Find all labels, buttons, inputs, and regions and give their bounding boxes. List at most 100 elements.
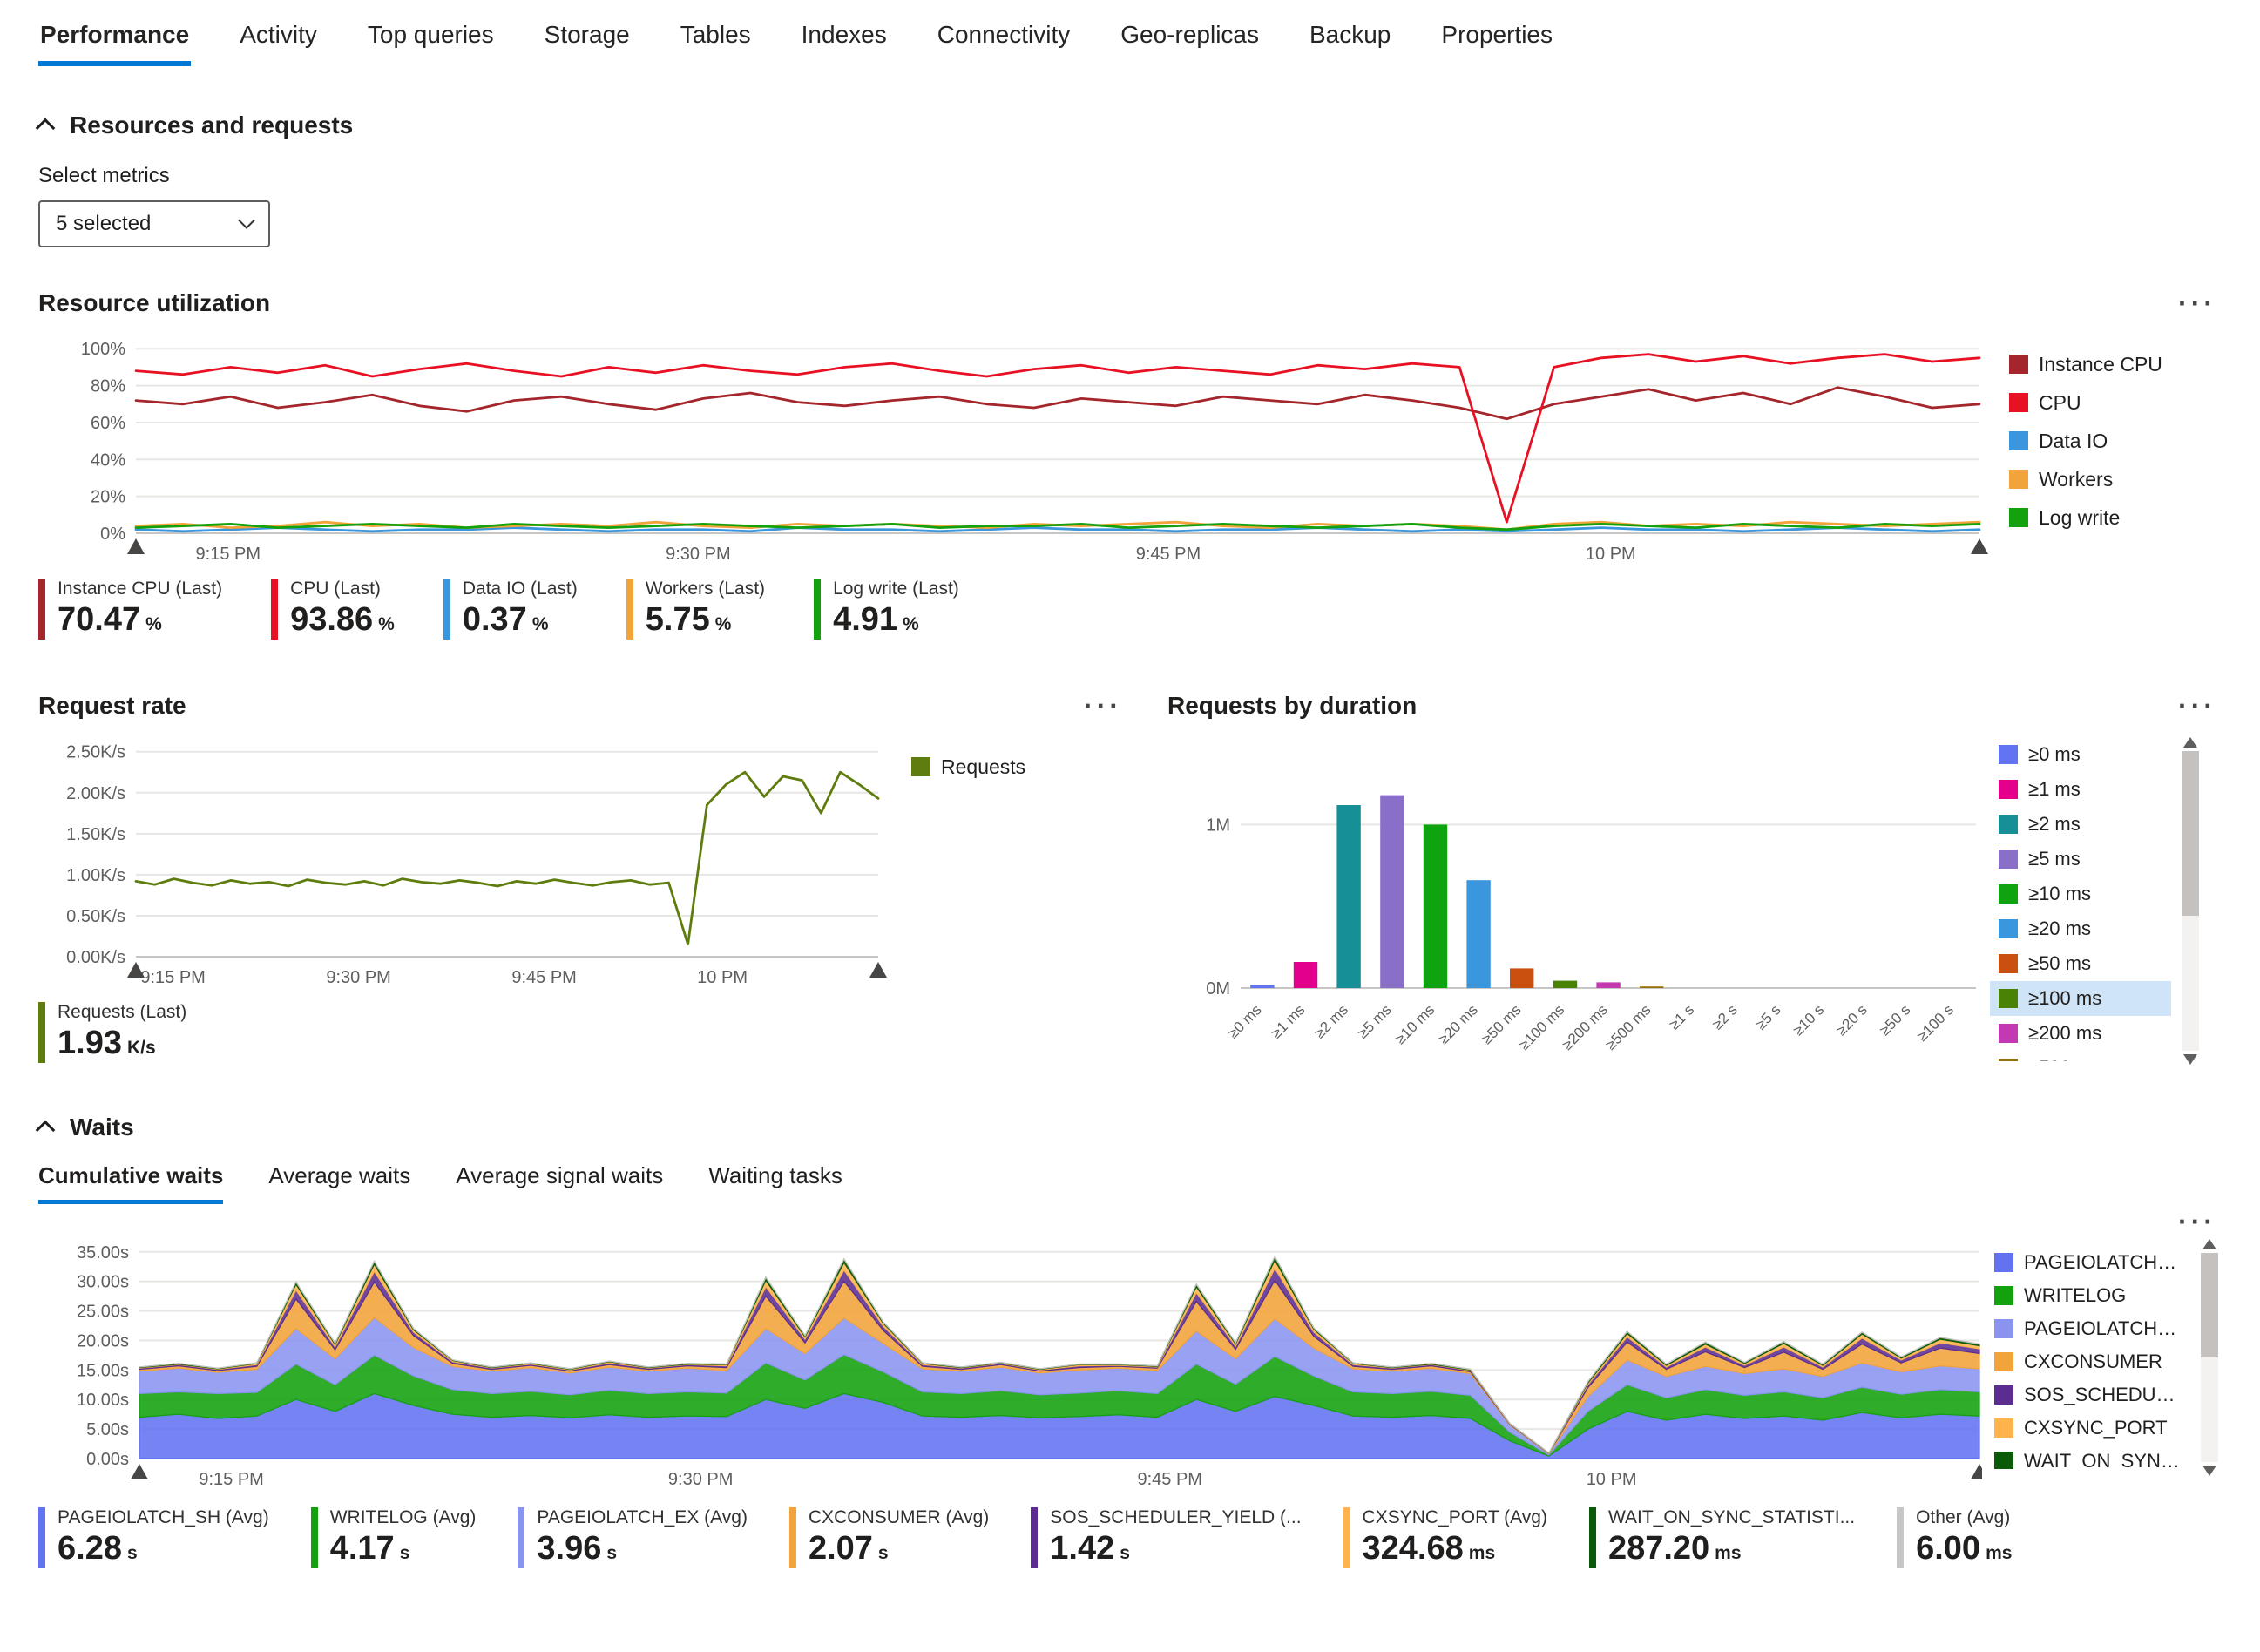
svg-text:≥200 ms: ≥200 ms (1559, 1001, 1610, 1053)
scroll-down-icon[interactable] (2183, 1054, 2197, 1065)
tab-geo-replicas[interactable]: Geo-replicas (1120, 21, 1259, 48)
more-menu-icon[interactable]: ··· (1084, 690, 1122, 721)
tab-tables[interactable]: Tables (680, 21, 751, 48)
legend-label: Requests (941, 755, 1026, 778)
svg-text:1.50K/s: 1.50K/s (66, 825, 125, 844)
legend-item-pageiolatch-sh[interactable]: PAGEIOLATCH_SH (1986, 1246, 2190, 1279)
legend-swatch-icon (1999, 989, 2018, 1008)
waits-legend-scrollbar[interactable] (2197, 1236, 2222, 1479)
metric-card-cxconsumer-avg: CXCONSUMER (Avg) 2.07 s (788, 1507, 989, 1568)
legend-item-workers[interactable]: Workers (2000, 460, 2171, 498)
scroll-down-icon[interactable] (2202, 1466, 2216, 1476)
scroll-up-icon[interactable] (2183, 737, 2197, 748)
scroll-up-icon[interactable] (2202, 1239, 2216, 1249)
legend-item-20-ms[interactable]: ≥20 ms (1990, 911, 2171, 946)
legend-label: PAGEIOLATCH_SH (2023, 1251, 2182, 1273)
legend-item-50-ms[interactable]: ≥50 ms (1990, 946, 2171, 981)
legend-item-10-ms[interactable]: ≥10 ms (1990, 877, 2171, 911)
tab-backup[interactable]: Backup (1309, 21, 1391, 48)
legend-label: CPU (2039, 390, 2081, 414)
legend-item-200-ms[interactable]: ≥200 ms (1990, 1016, 2171, 1051)
legend-item-cxsync-port[interactable]: CXSYNC_PORT (1986, 1412, 2190, 1445)
legend-item-writelog[interactable]: WRITELOG (1986, 1279, 2190, 1312)
legend-item-100-ms[interactable]: ≥100 ms (1990, 981, 2171, 1016)
legend-swatch-icon (1999, 815, 2018, 834)
legend-item-data-io[interactable]: Data IO (2000, 422, 2171, 460)
metrics-dropdown[interactable]: 5 selected (38, 200, 270, 247)
legend-label: Workers (2039, 467, 2114, 491)
legend-item-log-write[interactable]: Log write (2000, 498, 2171, 537)
legend-item-cpu[interactable]: CPU (2000, 383, 2171, 422)
legend-label: ≥500 ms (2028, 1057, 2101, 1061)
scrollbar-thumb[interactable] (2182, 751, 2199, 917)
tab-top-queries[interactable]: Top queries (367, 21, 494, 48)
legend-item-1-ms[interactable]: ≥1 ms (1990, 772, 2171, 807)
requests-by-duration-chart[interactable]: 1M 0M≥0 ms ≥1 ms ≥2 ms ≥5 ms≥10 ms≥20 ms ≥50 … (1167, 734, 1986, 1068)
tab-indexes[interactable]: Indexes (801, 21, 887, 48)
metric-label: WRITELOG (Avg) (329, 1507, 477, 1527)
metric-value: 6.00 (1916, 1530, 1981, 1567)
legend-item-2-ms[interactable]: ≥2 ms (1990, 807, 2171, 842)
svg-text:15.00s: 15.00s (77, 1361, 129, 1380)
waits-tab-bar: Cumulative waits Average waits Average sig… (38, 1162, 2260, 1204)
metric-card-pageiolatch-ex-avg: PAGEIOLATCH_EX (Avg) 3.96 s (518, 1507, 748, 1568)
scrollbar-track[interactable] (2182, 751, 2199, 1051)
legend-item-pageiolatch-ex[interactable]: PAGEIOLATCH_EX (1986, 1312, 2190, 1345)
legend-item-instance-cpu[interactable]: Instance CPU (2000, 345, 2171, 383)
metric-value: 2.07 (808, 1530, 873, 1567)
tab-average-waits[interactable]: Average waits (268, 1162, 411, 1188)
svg-text:≥2 ms: ≥2 ms (1311, 1001, 1351, 1041)
resources-section-header[interactable]: Resources and requests (35, 112, 2260, 139)
metric-card-writelog-avg: WRITELOG (Avg) 4.17 s (310, 1507, 477, 1568)
more-menu-icon[interactable]: ··· (2178, 690, 2216, 721)
metric-value: 324.68 (1362, 1530, 1464, 1567)
request-rate-chart[interactable]: 2.50K/s 2.00K/s 1.50K/s 1.00K/s 0.50K/s 0.00K… (38, 734, 892, 999)
request-rate-legend: Requests (903, 734, 1034, 999)
svg-text:≥10 ms: ≥10 ms (1391, 1001, 1438, 1047)
legend-item-500-ms[interactable]: ≥500 ms (1990, 1051, 2171, 1061)
metric-card-wait-on-sync-statisti: WAIT_ON_SYNC_STATISTI... 287.20 ms (1588, 1507, 1856, 1568)
legend-swatch-icon (1993, 1286, 2013, 1305)
svg-text:≥20 ms: ≥20 ms (1435, 1001, 1481, 1047)
metric-card-instance-cpu-last: Instance CPU (Last) 70.47% (38, 579, 222, 640)
tab-performance[interactable]: Performance (38, 14, 192, 66)
legend-label: WAIT_ON_SYNC... (2023, 1450, 2182, 1469)
legend-item-sos-scheduler[interactable]: SOS_SCHEDULER... (1986, 1378, 2190, 1412)
legend-item-requests[interactable]: Requests (903, 748, 1034, 786)
tab-properties[interactable]: Properties (1441, 21, 1553, 48)
tab-storage[interactable]: Storage (544, 21, 630, 48)
legend-item-cxconsumer[interactable]: CXCONSUMER (1986, 1345, 2190, 1378)
scrollbar-thumb[interactable] (2201, 1253, 2218, 1357)
svg-text:1M: 1M (1206, 816, 1230, 835)
svg-text:≥100 s: ≥100 s (1914, 1001, 1957, 1044)
svg-text:2.50K/s: 2.50K/s (66, 743, 125, 762)
legend-label: ≥100 ms (2028, 987, 2102, 1009)
legend-item-wait-on-sync[interactable]: WAIT_ON_SYNC... (1986, 1445, 2190, 1469)
tab-average-signal-waits[interactable]: Average signal waits (456, 1162, 664, 1188)
scrollbar-track[interactable] (2201, 1253, 2218, 1462)
legend-label: CXCONSUMER (2023, 1351, 2162, 1372)
svg-text:9:30 PM: 9:30 PM (668, 1470, 733, 1489)
tab-activity[interactable]: Activity (240, 21, 317, 48)
svg-text:≥5 s: ≥5 s (1752, 1001, 1783, 1032)
tab-waiting-tasks[interactable]: Waiting tasks (708, 1162, 842, 1188)
legend-scrollbar[interactable] (2178, 734, 2202, 1068)
more-menu-icon[interactable]: ··· (2178, 1206, 2216, 1237)
more-menu-icon[interactable]: ··· (2178, 288, 2216, 319)
legend-swatch-icon (1993, 1385, 2013, 1405)
tab-cumulative-waits[interactable]: Cumulative waits (38, 1162, 224, 1204)
metric-card-sos-scheduler-yield: SOS_SCHEDULER_YIELD (... 1.42 s (1031, 1507, 1302, 1568)
metric-unit: s (877, 1543, 889, 1563)
waits-chart[interactable]: 35.00s 30.00s 25.00s 20.00s 15.00s 10.00s 5.00… (38, 1236, 1982, 1500)
legend-item-5-ms[interactable]: ≥5 ms (1990, 842, 2171, 877)
metric-label: WAIT_ON_SYNC_STATISTI... (1607, 1507, 1856, 1527)
svg-text:9:15 PM: 9:15 PM (196, 545, 261, 564)
legend-item-0-ms[interactable]: ≥0 ms (1990, 737, 2171, 772)
waits-section-header[interactable]: Waits (35, 1114, 2260, 1141)
svg-text:1.00K/s: 1.00K/s (66, 866, 125, 885)
resource-utilization-chart[interactable]: 100% 80% 60% 40% 20% 0% 9:15 PM 9:30 PM 9:45 PM 1… (38, 331, 1990, 575)
metric-card-other-avg: Other (Avg) 6.00 ms (1897, 1507, 2012, 1568)
tab-connectivity[interactable]: Connectivity (937, 21, 1071, 48)
svg-text:2.00K/s: 2.00K/s (66, 784, 125, 803)
svg-text:9:45 PM: 9:45 PM (511, 968, 576, 987)
